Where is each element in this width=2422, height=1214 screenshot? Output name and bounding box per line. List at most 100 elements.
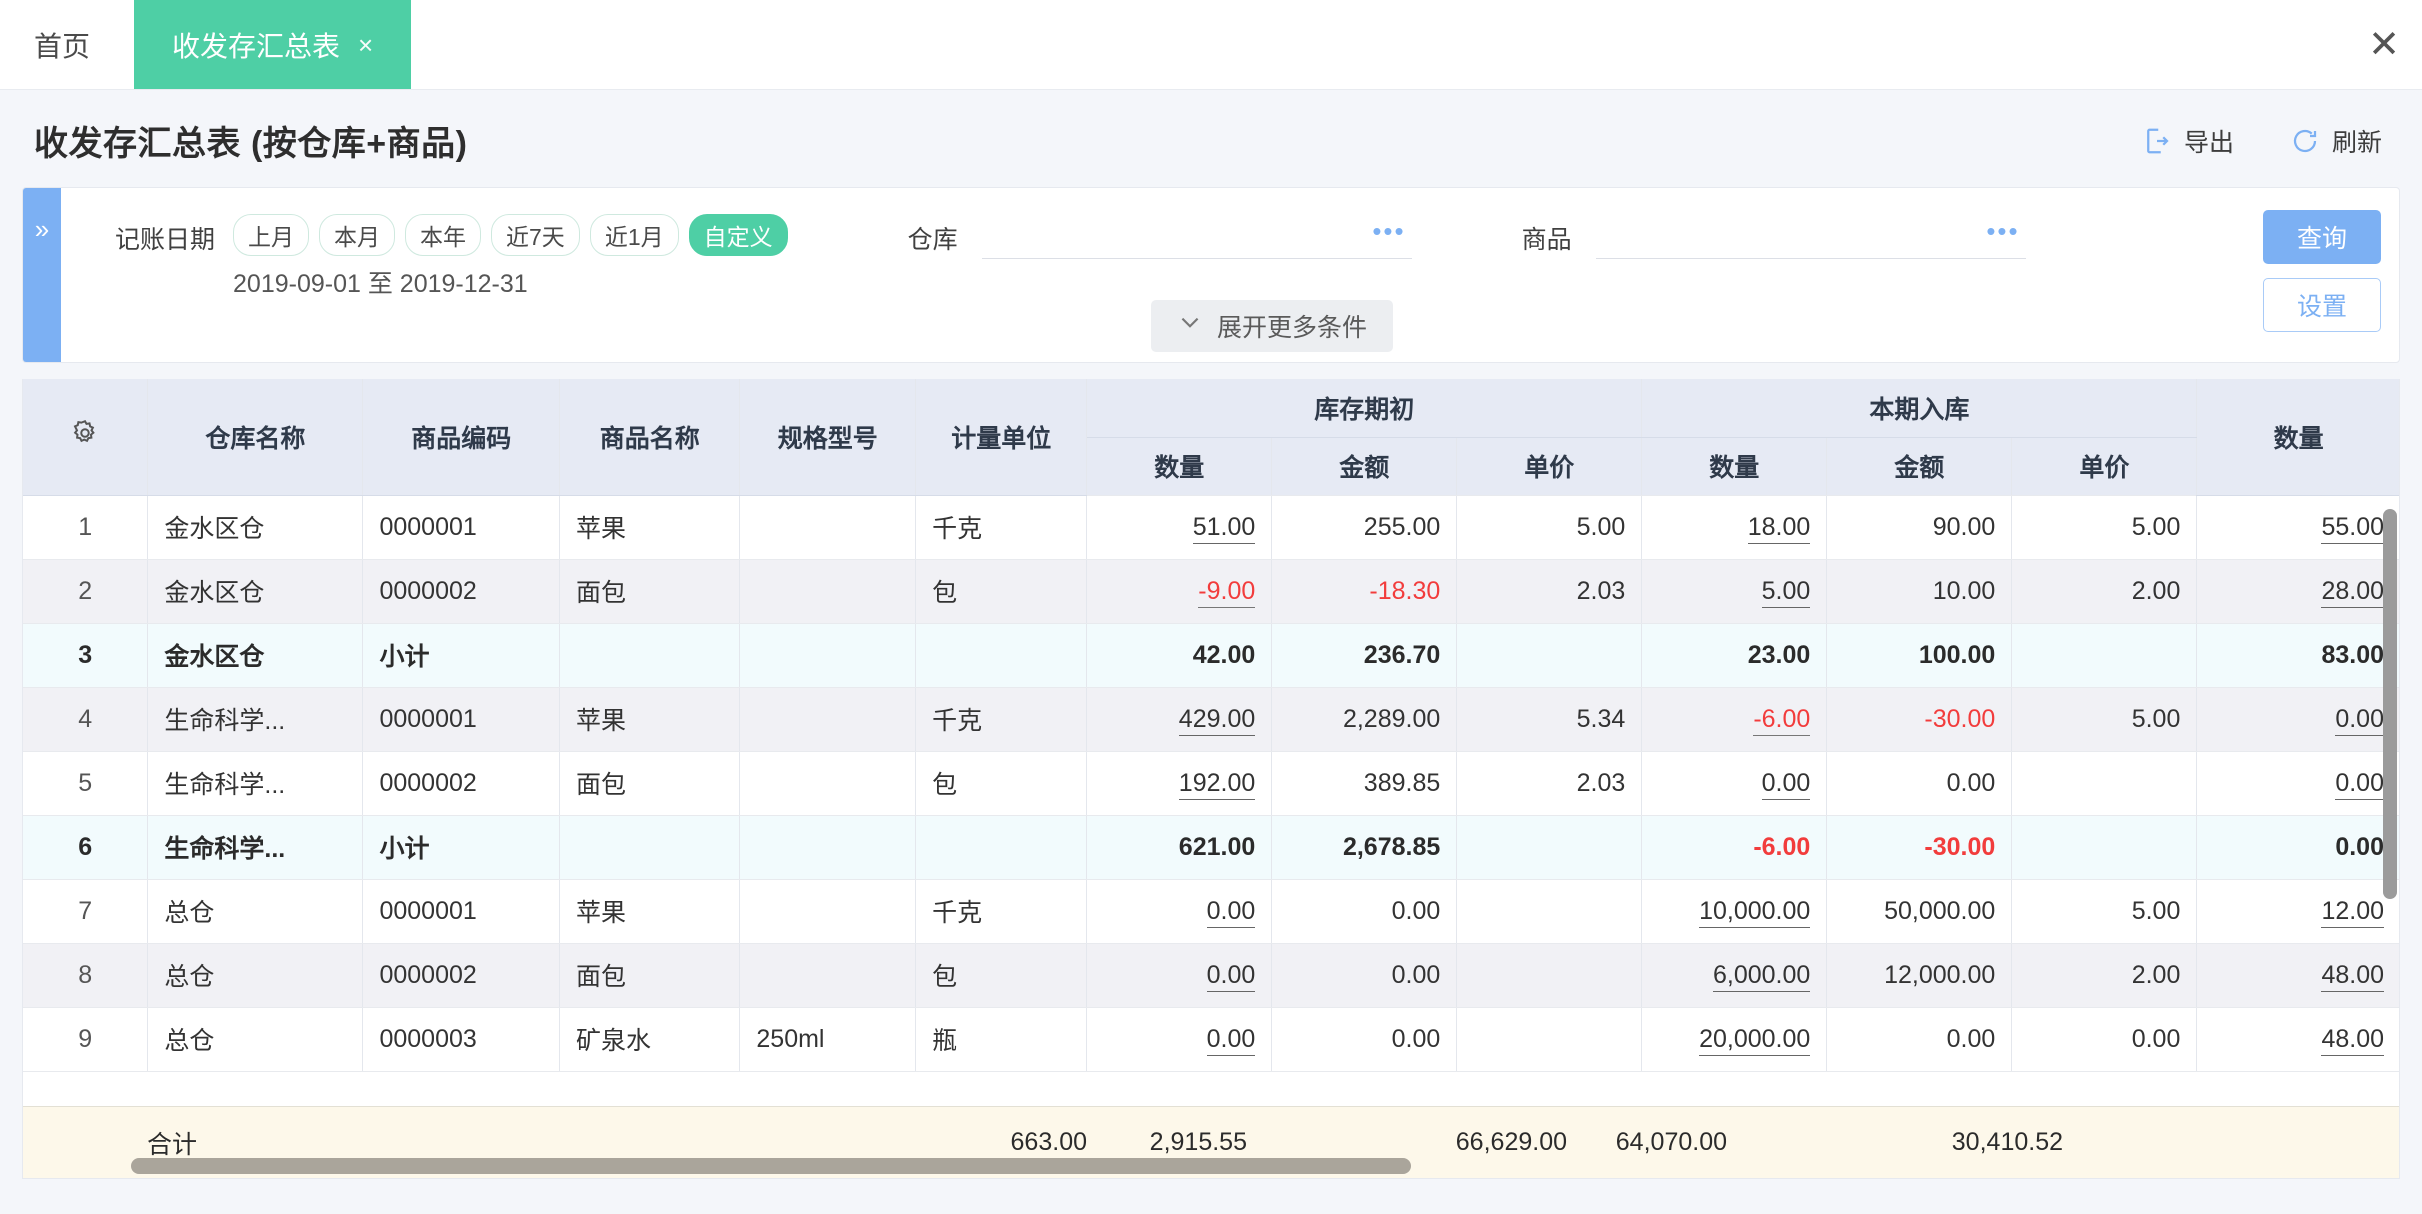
date-chip-custom[interactable]: 自定义 [688, 214, 788, 256]
cell-opening-qty[interactable]: 429.00 [1086, 687, 1273, 752]
table-row[interactable]: 8 总仓 0000002 面包 包 0.00 0.00 6,000.00 12,000.00 2.… [23, 943, 2399, 1008]
horizontal-scrollbar-track[interactable] [131, 1158, 2385, 1174]
table-row[interactable]: 4 生命科学... 0000001 苹果 千克 429.00 2,289.00 5.34 -6.… [23, 687, 2399, 752]
column-header-opening-amount[interactable]: 金额 [1271, 437, 1458, 496]
cell-inbound-qty[interactable]: 18.00 [1641, 495, 1828, 560]
table-row[interactable]: 9 总仓 0000003 矿泉水 250ml 瓶 0.00 0.00 20,000.00 0.00… [23, 1007, 2399, 1072]
column-header-inbound-qty[interactable]: 数量 [1641, 437, 1828, 496]
filter-collapse-toggle[interactable]: » [23, 188, 61, 362]
drilldown-link[interactable]: 429.00 [1178, 704, 1256, 736]
cell-opening-qty[interactable]: 0.00 [1086, 1007, 1273, 1072]
table-row[interactable]: 5 生命科学... 0000002 面包 包 192.00 389.85 2.03 0.00 0.… [23, 751, 2399, 816]
column-settings-gear[interactable] [23, 379, 149, 496]
column-header-spec[interactable]: 规格型号 [739, 379, 917, 496]
date-chip-last-7-days[interactable]: 近7天 [491, 214, 580, 256]
cell-inbound-qty[interactable]: 20,000.00 [1641, 1007, 1828, 1072]
column-header-product-code[interactable]: 商品编码 [362, 379, 561, 496]
vertical-scrollbar[interactable] [2383, 509, 2397, 899]
cell-spec: 250ml [739, 1007, 917, 1072]
expand-more-conditions-button[interactable]: 展开更多条件 [1151, 300, 1394, 352]
product-input[interactable] [1595, 214, 2026, 259]
table-subtotal-row[interactable]: 3 金水区仓 小计 42.00 236.70 23.00 100.00 83.00 [23, 623, 2399, 688]
cell-inbound-qty[interactable]: 5.00 [1641, 559, 1828, 624]
cell-opening-qty[interactable]: 192.00 [1086, 751, 1273, 816]
table-row[interactable]: 7 总仓 0000001 苹果 千克 0.00 0.00 10,000.00 50,000.00… [23, 879, 2399, 944]
cell-row-index: 3 [23, 623, 149, 688]
cell-outbound-qty[interactable]: 48.00 [2196, 943, 2399, 1008]
drilldown-link[interactable]: -9.00 [1198, 576, 1256, 608]
tab-home[interactable]: 首页 [0, 0, 134, 89]
date-chip-last-1-month[interactable]: 近1月 [589, 214, 679, 256]
drilldown-link[interactable]: 12.00 [2321, 896, 2384, 928]
cell-opening-qty[interactable]: 0.00 [1086, 943, 1273, 1008]
drilldown-link[interactable]: 192.00 [1178, 768, 1256, 800]
window-close-icon[interactable]: ✕ [2368, 23, 2400, 66]
column-header-unit[interactable]: 计量单位 [915, 379, 1088, 496]
export-button[interactable]: 导出 [2142, 123, 2234, 159]
date-chip-this-month[interactable]: 本月 [319, 214, 396, 256]
cell-outbound-qty[interactable]: 12.00 [2196, 879, 2399, 944]
drilldown-link[interactable]: 51.00 [1192, 512, 1256, 544]
refresh-button[interactable]: 刷新 [2290, 123, 2382, 159]
cell-inbound-qty[interactable]: 6,000.00 [1641, 943, 1828, 1008]
warehouse-input[interactable] [981, 214, 1412, 259]
column-header-inbound-amount[interactable]: 金额 [1826, 437, 2013, 496]
cell-outbound-qty[interactable]: 48.00 [2196, 1007, 2399, 1072]
total-inbound-amount: 64,070.00 [1615, 1128, 1727, 1156]
cell-opening-qty[interactable]: -9.00 [1086, 559, 1273, 624]
cell-opening-qty: 42.00 [1086, 623, 1273, 688]
drilldown-link[interactable]: 0.00 [2335, 704, 2384, 736]
drilldown-link[interactable]: -6.00 [1753, 704, 1811, 736]
cell-unit: 千克 [915, 879, 1088, 944]
product-more-icon[interactable]: ••• [1986, 216, 2020, 246]
drilldown-link[interactable]: 0.00 [1206, 1024, 1256, 1056]
drilldown-link[interactable]: 20,000.00 [1699, 1024, 1811, 1056]
drilldown-link[interactable]: 6,000.00 [1712, 960, 1811, 992]
cell-spec [739, 751, 917, 816]
cell-warehouse-name: 生命科学... [147, 751, 364, 816]
tab-inventory-summary[interactable]: 收发存汇总表 × [134, 0, 412, 89]
column-header-warehouse-name[interactable]: 仓库名称 [147, 379, 364, 496]
column-header-opening-price[interactable]: 单价 [1456, 437, 1643, 496]
date-chip-last-month[interactable]: 上月 [233, 214, 310, 256]
drilldown-link[interactable]: 10,000.00 [1699, 896, 1811, 928]
table-subtotal-row[interactable]: 6 生命科学... 小计 621.00 2,678.85 -6.00 -30.00 0.00 [23, 815, 2399, 880]
date-chip-this-year[interactable]: 本年 [405, 214, 482, 256]
cell-outbound-qty[interactable]: 55.00 [2196, 495, 2399, 560]
drilldown-link[interactable]: 0.00 [1206, 960, 1256, 992]
cell-inbound-qty[interactable]: 10,000.00 [1641, 879, 1828, 944]
cell-product-code: 0000002 [362, 751, 561, 816]
cell-spec [739, 623, 917, 688]
drilldown-link[interactable]: 0.00 [1206, 896, 1256, 928]
column-header-outbound-qty[interactable]: 数量 [2196, 379, 2399, 496]
cell-warehouse-name: 生命科学... [147, 687, 364, 752]
table-row[interactable]: 2 金水区仓 0000002 面包包 -9.00 -18.30 2.03 5.00 10.00 2… [23, 559, 2399, 624]
warehouse-more-icon[interactable]: ••• [1372, 216, 1406, 246]
cell-opening-price [1456, 879, 1643, 944]
column-header-opening-qty[interactable]: 数量 [1086, 437, 1273, 496]
drilldown-link[interactable]: 0.00 [1761, 768, 1811, 800]
table-row[interactable]: 1 金水区仓 0000001 苹果 千克 51.00 255.00 5.00 18.00 90.0… [23, 495, 2399, 560]
drilldown-link[interactable]: 48.00 [2321, 1024, 2384, 1056]
cell-outbound-qty[interactable]: 0.00 [2196, 687, 2399, 752]
date-range-value[interactable]: 2019-09-01 至 2019-12-31 [233, 270, 528, 298]
cell-opening-qty[interactable]: 0.00 [1086, 879, 1273, 944]
drilldown-link[interactable]: 28.00 [2321, 576, 2384, 608]
column-header-inbound-price[interactable]: 单价 [2011, 437, 2198, 496]
drilldown-link[interactable]: 18.00 [1747, 512, 1811, 544]
query-button[interactable]: 查询 [2263, 210, 2381, 264]
drilldown-link[interactable]: 0.00 [2335, 768, 2384, 800]
horizontal-scrollbar-thumb[interactable] [131, 1158, 1411, 1174]
cell-row-index: 5 [23, 751, 149, 816]
column-header-product-name[interactable]: 商品名称 [559, 379, 741, 496]
tab-close-icon[interactable]: × [358, 29, 374, 60]
cell-opening-qty[interactable]: 51.00 [1086, 495, 1273, 560]
cell-outbound-qty[interactable]: 28.00 [2196, 559, 2399, 624]
cell-inbound-qty[interactable]: -6.00 [1641, 687, 1828, 752]
drilldown-link[interactable]: 55.00 [2321, 512, 2384, 544]
settings-button[interactable]: 设置 [2263, 278, 2381, 332]
cell-outbound-qty[interactable]: 0.00 [2196, 751, 2399, 816]
drilldown-link[interactable]: 5.00 [1761, 576, 1811, 608]
cell-inbound-qty[interactable]: 0.00 [1641, 751, 1828, 816]
drilldown-link[interactable]: 48.00 [2321, 960, 2384, 992]
